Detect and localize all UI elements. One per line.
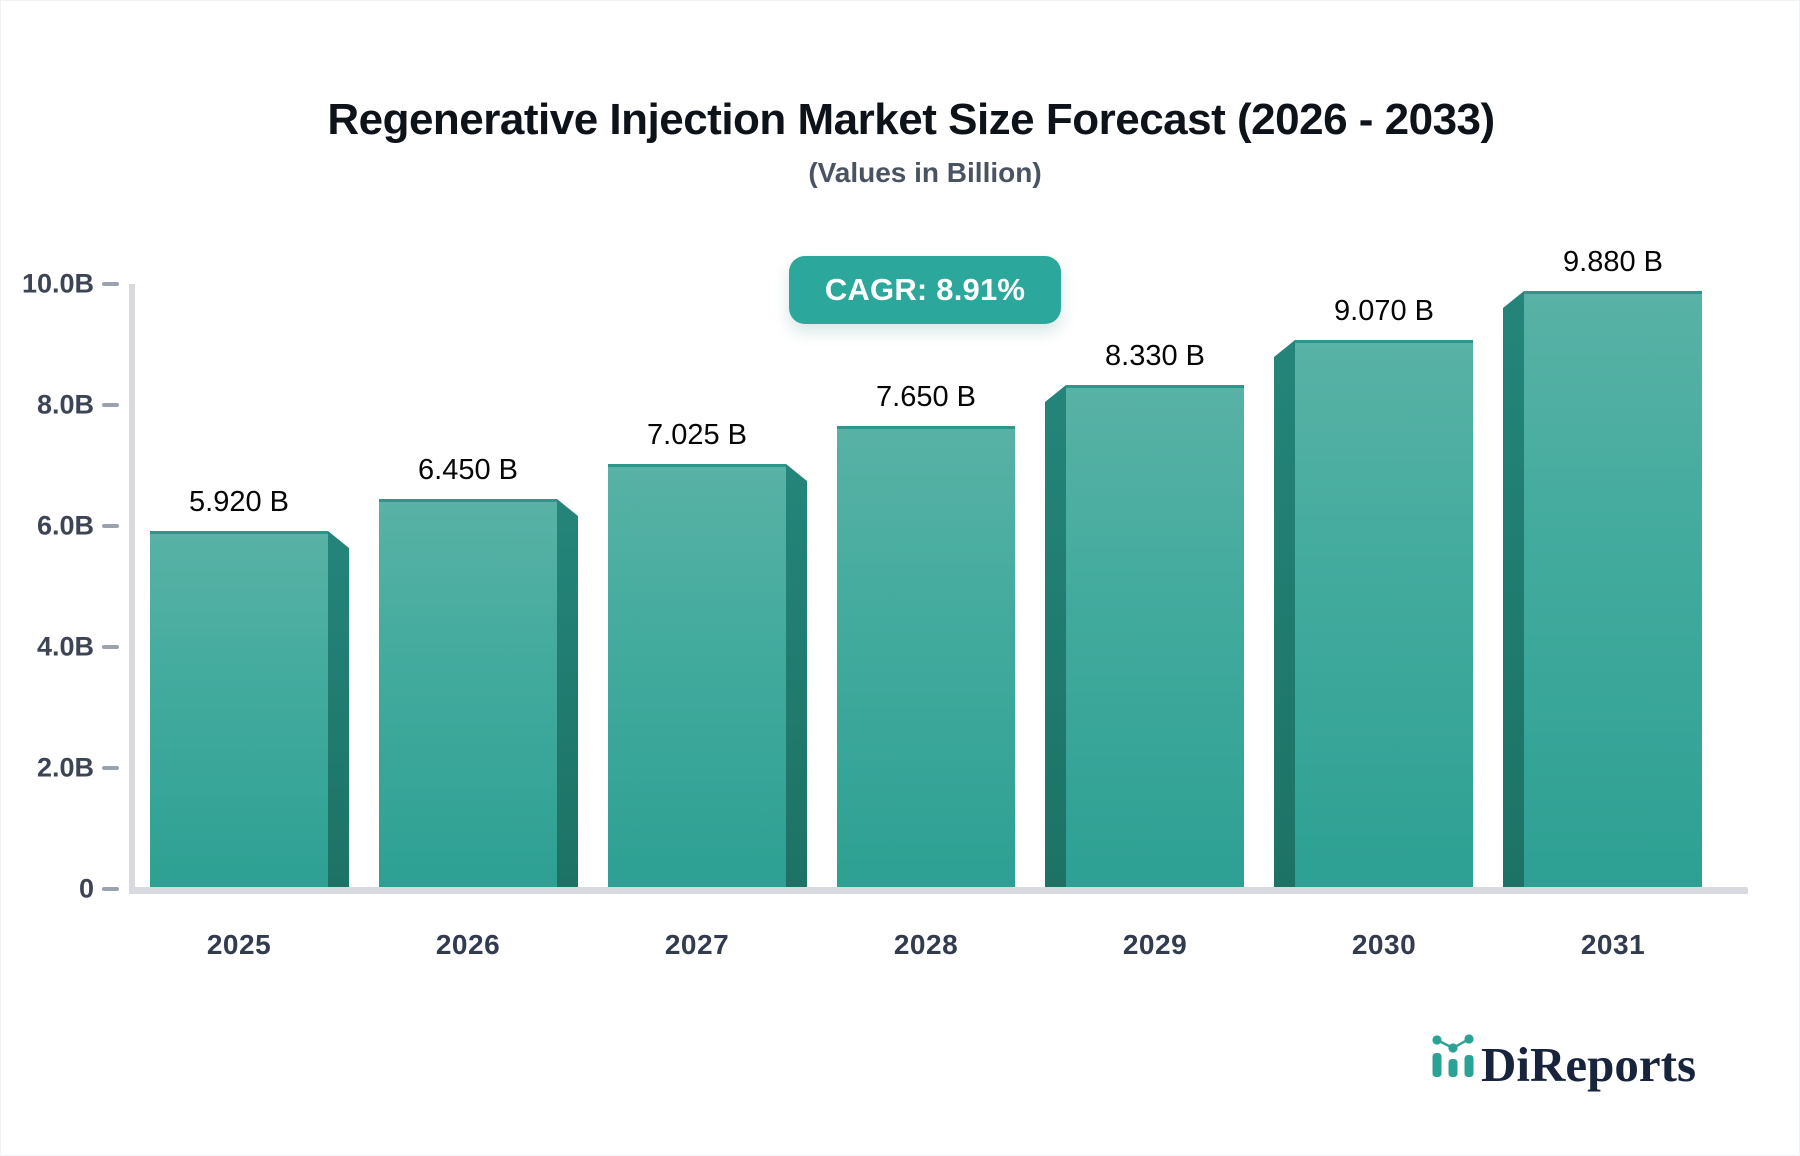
bar-value-label: 8.330 B [1105,340,1205,372]
y-tick-label: 4.0B [36,631,94,662]
bar-2029: 8.330 B [1045,340,1244,889]
bar-2031: 9.880 B [1503,246,1702,889]
bar-2030: 9.070 B [1274,295,1473,889]
x-axis-label-2027: 2027 [664,929,730,960]
y-tick-label: 8.0B [36,389,94,420]
bar-side-face [1045,385,1066,889]
x-axis-label-2031: 2031 [1580,929,1646,960]
bar-face [608,464,786,889]
x-axis-label-2028: 2028 [893,929,959,960]
bar-value-label: 9.070 B [1334,295,1434,327]
bar-2025: 5.920 B [150,486,349,889]
bar-face [1066,385,1244,889]
chart-title: Regenerative Injection Market Size Forec… [327,95,1495,144]
bar-2028: 7.650 B [837,381,1015,889]
x-axis-label-2025: 2025 [206,929,272,960]
chart-subtitle: (Values in Billion) [808,157,1042,188]
bar-value-label: 5.920 B [189,486,289,518]
bar-face [150,531,328,889]
y-tick-label: 10.0B [21,268,94,299]
cagr-badge: CAGR: 8.91% [789,256,1061,324]
x-axis-line [129,887,1748,894]
bar-side-face [328,531,349,889]
bar-line-chart-icon [1432,1034,1474,1077]
bar-value-label: 7.025 B [647,419,747,451]
y-axis-line [129,284,135,894]
y-tick-dash [102,645,119,649]
bar-side-face [1503,291,1524,889]
y-tick-label: 0 [78,873,94,904]
bar-face [837,426,1015,889]
bar-side-face [557,499,578,889]
y-tick-dash [102,766,119,770]
bar-side-face [1274,340,1295,889]
y-tick-dash [102,524,119,528]
direports-logo: DiReports [1431,1033,1696,1089]
y-tick-dash [102,282,119,286]
bar-2027: 7.025 B [608,419,807,889]
x-axis-label-2029: 2029 [1122,929,1188,960]
y-tick-label: 2.0B [36,752,94,783]
logo-text: DiReports [1481,1037,1697,1092]
bar-value-label: 6.450 B [418,454,518,486]
y-tick-label: 6.0B [36,510,94,541]
bar-side-face [786,464,807,889]
y-tick-dash [102,403,119,407]
bar-value-label: 7.650 B [876,381,976,413]
bar-face [379,499,557,889]
bar-face [1295,340,1473,889]
y-tick-dash [102,887,119,891]
x-axis-label-2030: 2030 [1351,929,1417,960]
bar-2026: 6.450 B [379,454,578,889]
x-axis-label-2026: 2026 [435,929,501,960]
bar-value-label: 9.880 B [1563,246,1663,278]
bar-face [1524,291,1702,889]
